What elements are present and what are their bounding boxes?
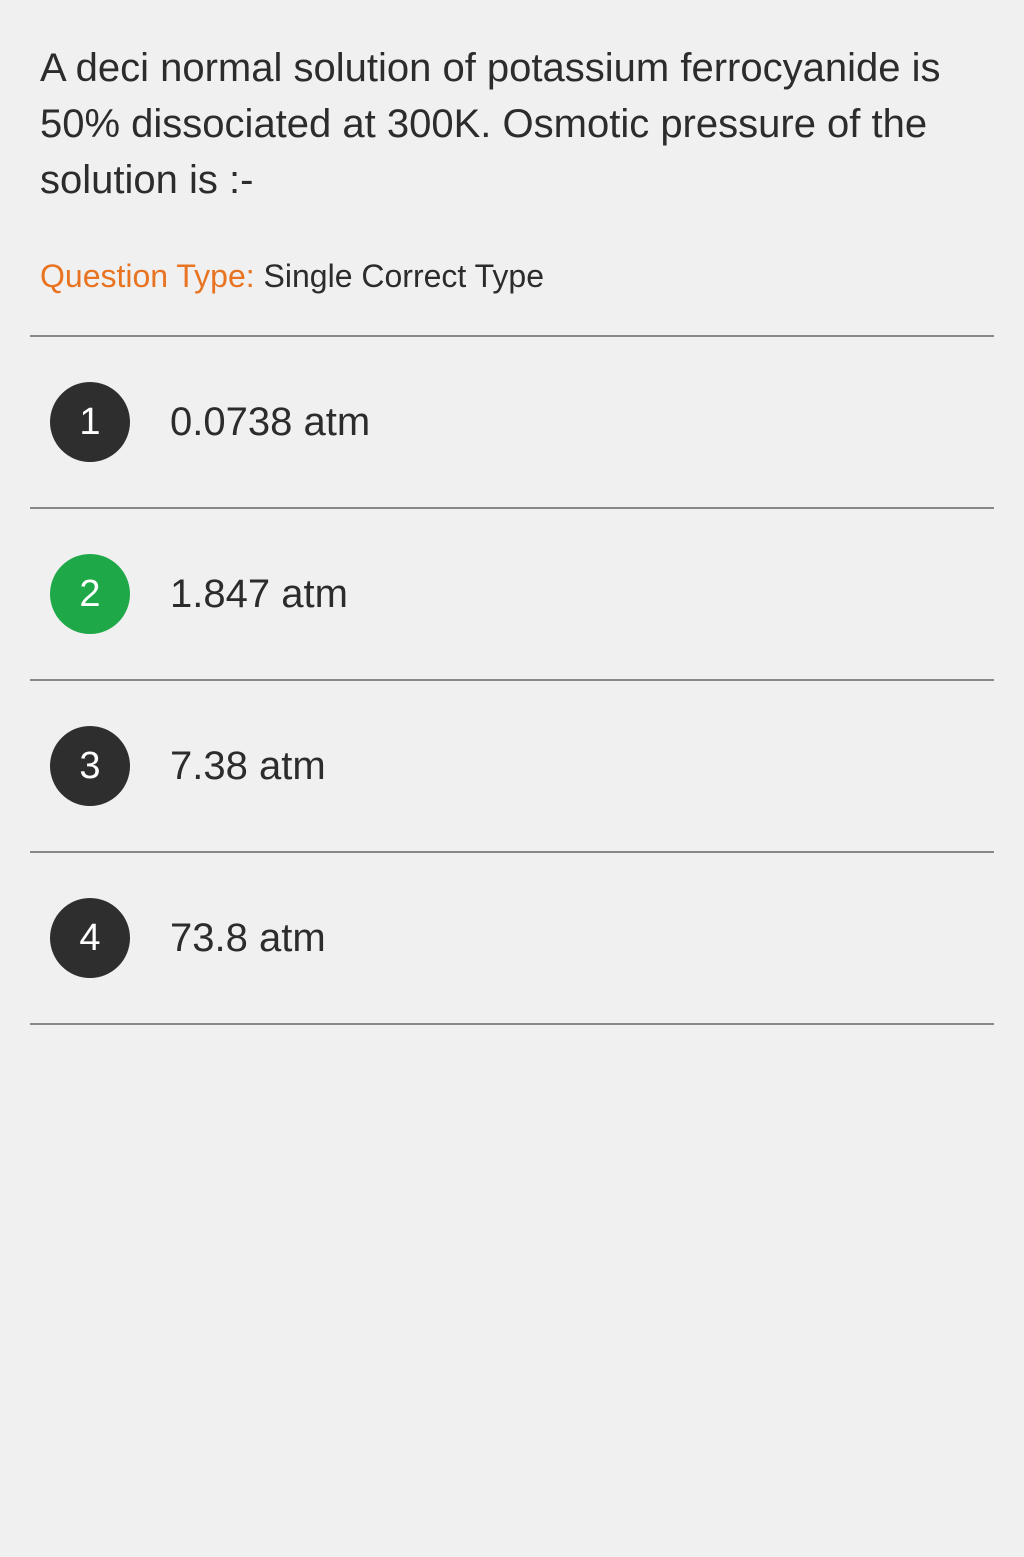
option-row-4[interactable]: 4 73.8 atm [30, 853, 994, 1025]
option-badge-3: 3 [50, 726, 130, 806]
option-row-1[interactable]: 1 0.0738 atm [30, 335, 994, 509]
option-row-3[interactable]: 3 7.38 atm [30, 681, 994, 853]
option-badge-1: 1 [50, 382, 130, 462]
option-text-2: 1.847 atm [170, 572, 348, 617]
question-type-row: Question Type: Single Correct Type [30, 258, 994, 295]
options-list: 1 0.0738 atm 2 1.847 atm 3 7.38 atm 4 73… [30, 335, 994, 1025]
option-badge-2: 2 [50, 554, 130, 634]
option-text-4: 73.8 atm [170, 916, 326, 961]
question-type-label: Question Type: [40, 258, 255, 294]
option-text-3: 7.38 atm [170, 744, 326, 789]
question-type-value: Single Correct Type [264, 258, 544, 294]
option-row-2[interactable]: 2 1.847 atm [30, 509, 994, 681]
option-badge-4: 4 [50, 898, 130, 978]
question-text: A deci normal solution of potassium ferr… [30, 40, 994, 208]
option-text-1: 0.0738 atm [170, 400, 370, 445]
